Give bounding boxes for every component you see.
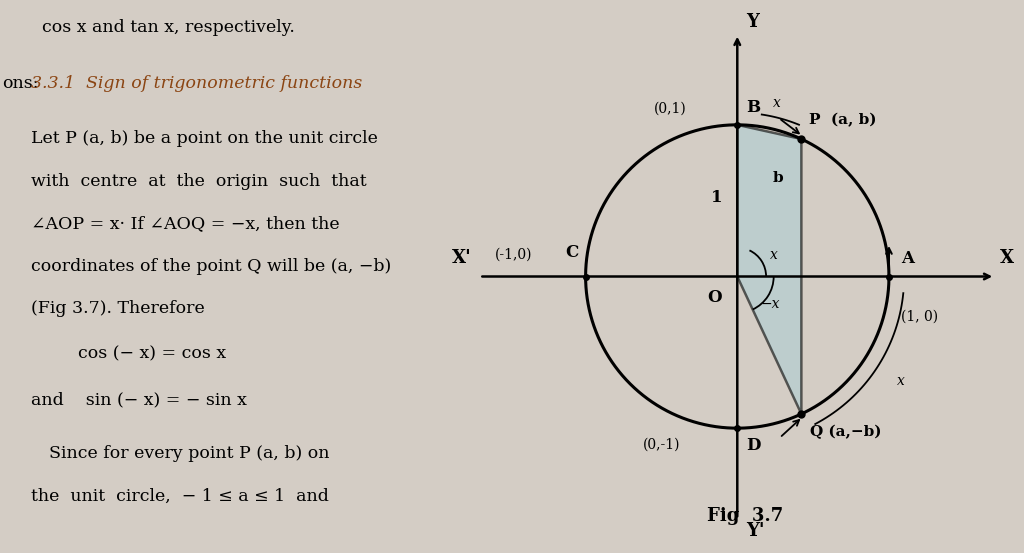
Text: ons:: ons:: [2, 75, 39, 92]
Text: (-1,0): (-1,0): [495, 247, 532, 262]
Text: (1, 0): (1, 0): [901, 310, 938, 324]
Text: C: C: [565, 244, 578, 262]
Text: cos x and tan x, respectively.: cos x and tan x, respectively.: [42, 19, 295, 36]
Text: Since for every point P (a, b) on: Since for every point P (a, b) on: [49, 445, 330, 462]
Text: b: b: [772, 170, 783, 185]
Text: A: A: [901, 250, 914, 267]
Text: X: X: [999, 249, 1014, 268]
Text: −x: −x: [761, 297, 780, 311]
Text: X': X': [452, 249, 472, 268]
Text: P  (a, b): P (a, b): [809, 113, 877, 127]
Text: and    sin (− x) = − sin x: and sin (− x) = − sin x: [31, 391, 247, 408]
Text: ∠AOP = x· If ∠AOQ = −x, then the: ∠AOP = x· If ∠AOQ = −x, then the: [31, 215, 339, 232]
Text: x: x: [770, 248, 777, 262]
Text: Let P (a, b) be a point on the unit circle: Let P (a, b) be a point on the unit circ…: [31, 130, 378, 147]
Text: coordinates of the point Q will be (a, −b): coordinates of the point Q will be (a, −…: [31, 258, 391, 275]
Text: (0,-1): (0,-1): [643, 437, 681, 451]
Text: with  centre  at  the  origin  such  that: with centre at the origin such that: [31, 173, 367, 190]
Text: x: x: [773, 96, 781, 111]
Text: Y': Y': [746, 522, 765, 540]
Text: cos (− x) = cos x: cos (− x) = cos x: [78, 346, 226, 363]
Text: 3.3.1  Sign of trigonometric functions: 3.3.1 Sign of trigonometric functions: [31, 75, 361, 92]
Polygon shape: [737, 125, 802, 414]
Text: (Fig 3.7). Therefore: (Fig 3.7). Therefore: [31, 300, 205, 317]
Text: O: O: [708, 289, 722, 306]
Text: x: x: [897, 374, 905, 388]
Text: Q (a,−b): Q (a,−b): [810, 425, 882, 439]
Text: D: D: [746, 437, 761, 454]
Text: the  unit  circle,  − 1 ≤ a ≤ 1  and: the unit circle, − 1 ≤ a ≤ 1 and: [31, 488, 329, 505]
Text: 1: 1: [711, 189, 722, 206]
Text: Y: Y: [746, 13, 759, 31]
Text: Fig  3.7: Fig 3.7: [707, 507, 783, 525]
Text: B: B: [746, 99, 761, 116]
Text: (0,1): (0,1): [654, 102, 687, 116]
